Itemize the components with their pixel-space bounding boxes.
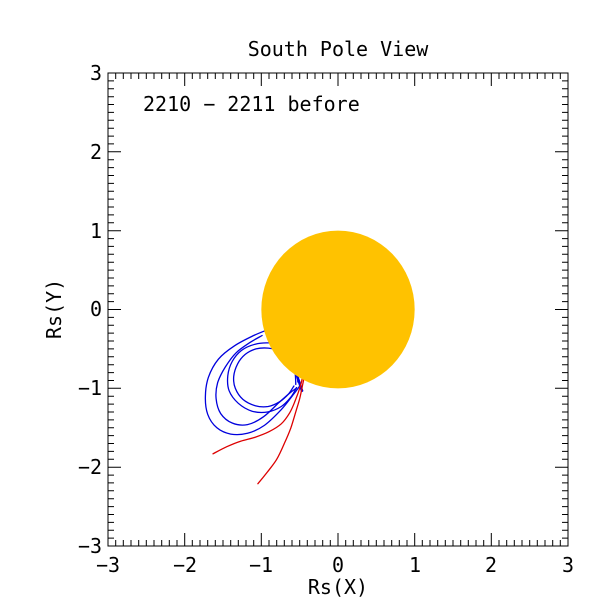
y-tick-label-1: 1 (89, 219, 102, 243)
sun-disk (261, 230, 415, 389)
x-tick-label-0: 0 (331, 553, 345, 577)
x-tick-label-2: 2 (484, 553, 498, 577)
x-tick-label-m3: −3 (95, 553, 121, 577)
y-tick-label-m2: −2 (77, 455, 102, 479)
x-axis-title: Rs(X) (307, 575, 369, 599)
y-tick-label-3: 3 (89, 61, 102, 85)
x-tick-label-1: 1 (408, 553, 422, 577)
chart-title: South Pole View (247, 37, 429, 61)
x-tick-label-m2: −2 (172, 553, 198, 577)
y-tick-label-m1: −1 (77, 376, 102, 400)
annotation-label: 2210 − 2211 before (143, 92, 360, 116)
open-field-line-south (257, 371, 306, 485)
y-tick-label-0: 0 (89, 297, 102, 321)
closed-field-loop-outer (204, 328, 301, 436)
y-axis-title: Rs(Y) (42, 278, 66, 339)
x-tick-label-m1: −1 (248, 553, 274, 577)
x-tick-label-3: 3 (561, 553, 575, 577)
y-tick-label-2: 2 (89, 140, 102, 164)
y-tick-label-m3: −3 (77, 534, 102, 558)
axes-box (107, 72, 569, 547)
open-field-line-west (212, 371, 305, 455)
